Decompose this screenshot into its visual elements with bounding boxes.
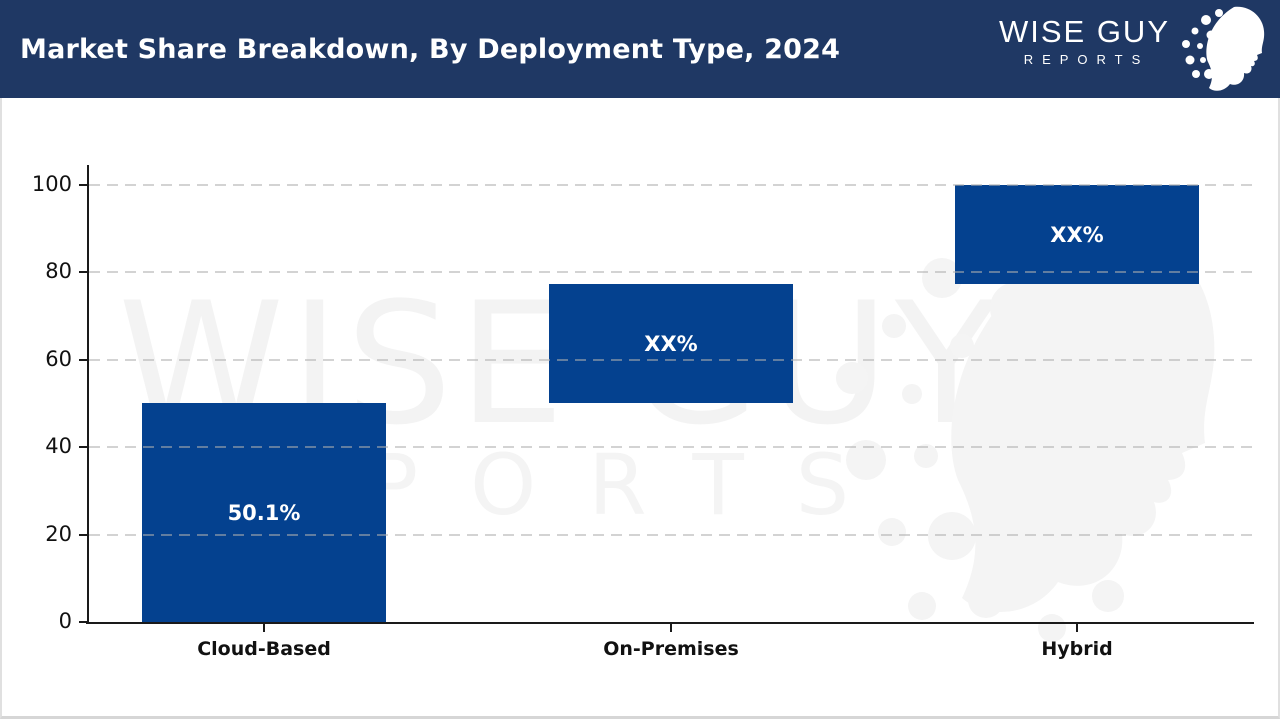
gridline bbox=[89, 533, 1254, 536]
gridline bbox=[89, 446, 1254, 449]
x-tick bbox=[670, 624, 672, 632]
y-tick-label: 60 bbox=[45, 346, 72, 371]
y-tick bbox=[79, 358, 87, 361]
y-tick-label: 100 bbox=[31, 172, 72, 196]
gridline bbox=[89, 271, 1254, 274]
watermark-face-icon bbox=[836, 216, 1215, 642]
page-title: Market Share Breakdown, By Deployment Ty… bbox=[20, 33, 841, 65]
y-tick bbox=[79, 184, 87, 186]
brand-logo-text: WISE GUY bbox=[998, 14, 1170, 49]
x-tick-label: Cloud-Based bbox=[197, 638, 331, 660]
y-tick-label: 40 bbox=[45, 434, 72, 459]
brand-face-icon bbox=[1182, 6, 1265, 91]
bar: XX% bbox=[549, 284, 793, 404]
bar-value-label: XX% bbox=[1050, 222, 1104, 247]
x-tick bbox=[263, 624, 265, 632]
y-axis-line bbox=[87, 165, 89, 624]
y-tick-label: 20 bbox=[45, 521, 72, 546]
bar-value-label: 50.1% bbox=[227, 500, 301, 525]
brand-logo: WISE GUY REPORTS bbox=[999, 14, 1170, 67]
y-tick-label: 0 bbox=[58, 609, 72, 633]
gridline bbox=[89, 184, 1254, 186]
y-tick bbox=[79, 271, 87, 274]
x-tick-label: Hybrid bbox=[1041, 638, 1113, 660]
y-tick bbox=[79, 621, 87, 623]
chart-area: WISE GUY REPORTS 0 20 40 60 80 100 50. bbox=[0, 98, 1280, 720]
x-tick bbox=[1076, 624, 1078, 632]
y-tick bbox=[79, 446, 87, 449]
bar-value-label: XX% bbox=[644, 331, 698, 356]
gridline bbox=[89, 358, 1254, 361]
bar: 50.1% bbox=[142, 403, 386, 622]
x-axis-line bbox=[86, 622, 1254, 624]
x-tick-label: On-Premises bbox=[603, 638, 739, 660]
y-tick bbox=[79, 533, 87, 536]
brand-logo-subtext: REPORTS bbox=[1023, 52, 1150, 67]
bar: XX% bbox=[955, 185, 1199, 285]
header-bar: Market Share Breakdown, By Deployment Ty… bbox=[0, 0, 1280, 98]
y-tick-label: 80 bbox=[45, 259, 72, 284]
